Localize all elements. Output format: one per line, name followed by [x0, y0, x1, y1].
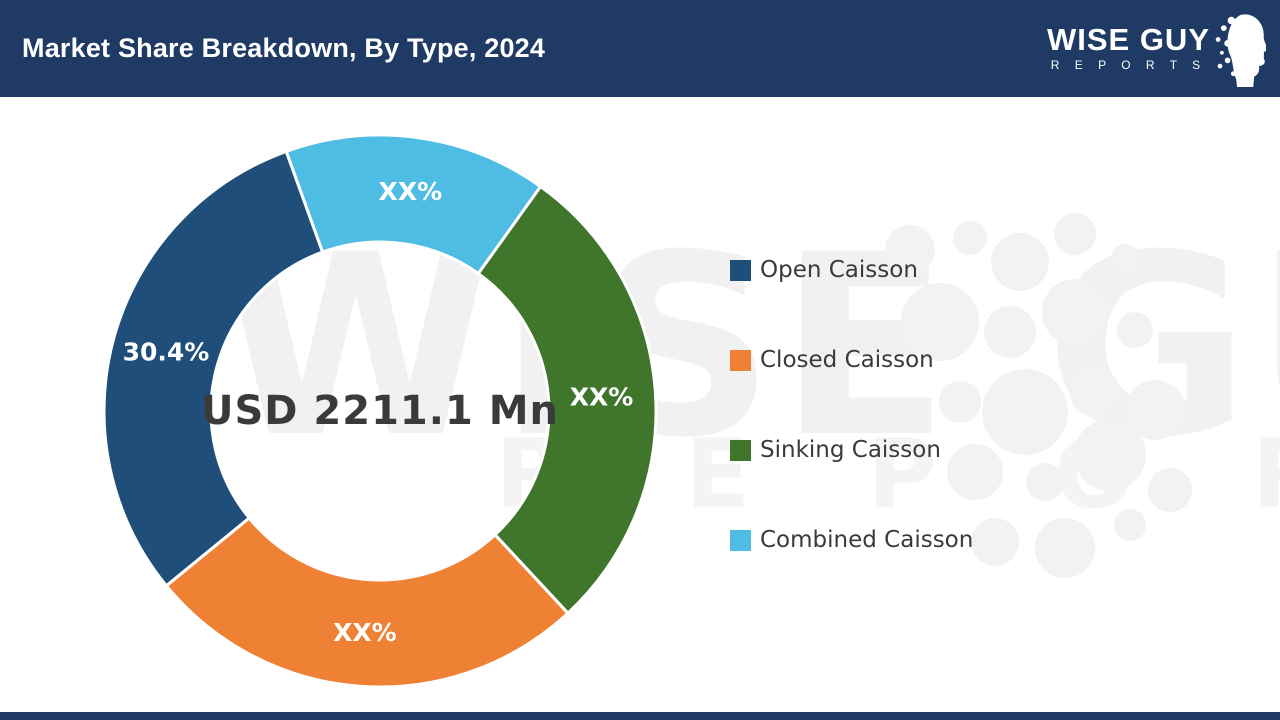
slice-closed-caisson [164, 516, 570, 689]
legend-swatch-sinking-caisson [730, 439, 751, 461]
slice-label-sinking-caisson: XX% [570, 383, 634, 412]
legend-swatch-open-caisson [730, 259, 751, 281]
brand-logo: WISE GUY R E P O R T S [1047, 11, 1266, 87]
legend-item-combined-caisson: Combined Caisson [730, 525, 973, 555]
donut-chart-svg: 30.4% XX% XX% XX% [102, 133, 658, 689]
slice-label-open-caisson: 30.4% [123, 338, 210, 367]
slice-sinking-caisson [476, 185, 658, 615]
slice-open-caisson [102, 149, 325, 588]
brand-name: WISE GUY [1046, 21, 1210, 57]
brand-subtitle: R E P O R T S [1050, 57, 1207, 72]
legend-item-closed-caisson: Closed Caisson [730, 345, 973, 375]
legend-swatch-closed-caisson [730, 349, 751, 371]
legend-item-open-caisson: Open Caisson [730, 255, 973, 285]
footer-bar [0, 712, 1280, 720]
chart-legend: Open Caisson Closed Caisson Sinking Caisso… [730, 255, 973, 615]
legend-label-sinking-caisson: Sinking Caisson [760, 437, 941, 463]
page-title: Market Share Breakdown, By Type, 2024 [22, 33, 546, 63]
legend-label-open-caisson: Open Caisson [760, 257, 918, 283]
slice-label-combined-caisson: XX% [379, 177, 443, 206]
legend-item-sinking-caisson: Sinking Caisson [730, 435, 973, 465]
legend-label-closed-caisson: Closed Caisson [760, 347, 934, 373]
brand-face-icon [1215, 13, 1266, 87]
legend-label-combined-caisson: Combined Caisson [760, 527, 974, 553]
brand-logo-text: WISE GUY R E P O R T S [1046, 21, 1210, 73]
header-bar: Market Share Breakdown, By Type, 2024 WI… [0, 0, 1280, 97]
legend-swatch-combined-caisson [730, 529, 751, 551]
donut-chart: 30.4% XX% XX% XX% [100, 131, 660, 691]
slice-label-closed-caisson: XX% [333, 618, 397, 647]
